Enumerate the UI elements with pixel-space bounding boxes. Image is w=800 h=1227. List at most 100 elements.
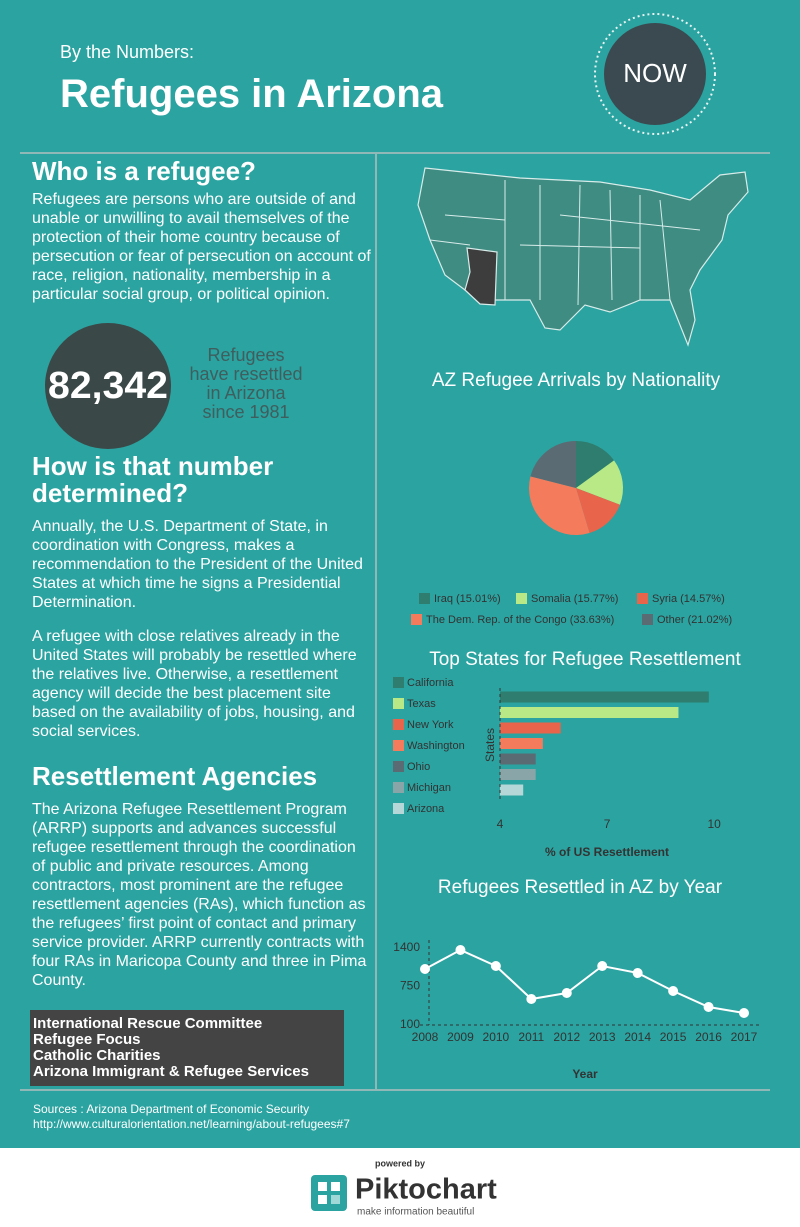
pie-slice xyxy=(530,441,576,488)
y-tick-label: 1400 xyxy=(393,940,420,954)
kicker: By the Numbers: xyxy=(60,42,195,62)
x-tick-label: 2014 xyxy=(624,1030,651,1044)
point xyxy=(739,1007,749,1018)
legend-swatch xyxy=(393,761,404,772)
paragraph: Refugees are persons who are outside of … xyxy=(32,191,371,303)
x-axis-label: % of US Resettlement xyxy=(545,845,669,859)
legend-label: Somalia (15.77%) xyxy=(531,593,618,605)
agency: Refugee Focus xyxy=(33,1031,141,1048)
paragraph: Annually, the U.S. Department of State, … xyxy=(32,518,363,611)
source: http://www.culturalorientation.net/learn… xyxy=(33,1117,350,1131)
x-tick-label: 10 xyxy=(707,817,721,831)
stat-circle xyxy=(45,323,171,449)
badge-ring xyxy=(594,13,716,135)
x-axis-label: Year xyxy=(572,1067,598,1081)
legend-label: California xyxy=(407,677,454,689)
powered-by: powered by xyxy=(375,1158,425,1168)
legend-swatch xyxy=(393,782,404,793)
x-tick-label: 2017 xyxy=(731,1030,758,1044)
legend-swatch xyxy=(393,677,404,688)
line xyxy=(424,948,745,1014)
point xyxy=(420,964,430,975)
legend-label: The Dem. Rep. of the Congo (33.63%) xyxy=(426,614,614,626)
legend-swatch xyxy=(516,593,527,604)
point xyxy=(597,961,608,972)
bar xyxy=(500,753,536,765)
bar xyxy=(500,738,543,749)
paragraph: The Arizona Refugee Resettlement Program… xyxy=(32,801,367,989)
x-tick-label: 2015 xyxy=(660,1030,687,1044)
chart-title: Refugees Resettled in AZ by Year xyxy=(438,877,723,898)
page-title: Refugees in Arizona xyxy=(60,72,444,116)
agency: International Rescue Committee xyxy=(33,1015,263,1032)
point xyxy=(668,986,679,997)
footer-bg xyxy=(0,1148,800,1227)
legend-label: Michigan xyxy=(407,782,451,794)
brand: Piktochart xyxy=(355,1174,497,1206)
arizona xyxy=(464,247,498,306)
x-tick-label: 2011 xyxy=(518,1030,544,1044)
legend-swatch xyxy=(393,803,404,814)
x-tick-label: 2016 xyxy=(695,1030,722,1044)
x-tick-label: 4 xyxy=(497,817,504,831)
legend-label: New York xyxy=(407,719,454,731)
agency: Arizona Immigrant & Refugee Services xyxy=(33,1063,309,1080)
section-heading: Resettlement Agencies xyxy=(32,761,318,791)
paragraph: A refugee with close relatives already i… xyxy=(32,628,357,740)
point xyxy=(561,988,572,999)
caption-line: in Arizona xyxy=(206,383,286,403)
us-map xyxy=(417,167,749,347)
point xyxy=(632,967,643,978)
tagline: make information beautiful xyxy=(357,1207,474,1218)
bar xyxy=(500,784,524,796)
pie-slice xyxy=(576,488,620,534)
legend-swatch xyxy=(642,614,653,625)
legend-label: Washington xyxy=(407,740,465,752)
legend-label: Texas xyxy=(407,698,436,710)
section-heading: Who is a refugee? xyxy=(32,156,256,186)
x-tick-label: 2012 xyxy=(553,1030,580,1044)
x-tick-label: 2013 xyxy=(589,1030,616,1044)
point xyxy=(703,1001,714,1012)
legend-swatch xyxy=(637,593,648,604)
point xyxy=(526,993,537,1004)
source: Sources : Arizona Department of Economic… xyxy=(33,1102,310,1116)
pie-slice xyxy=(576,460,623,505)
badge-text: NOW xyxy=(623,58,687,88)
stat-number: 82,342 xyxy=(48,365,168,407)
pie-slice xyxy=(529,476,590,535)
point xyxy=(455,945,466,956)
stat-caption: Refugees have resettled in Arizona since 19… xyxy=(176,346,316,422)
x-tick-label: 7 xyxy=(604,817,611,831)
x-tick-label: 2008 xyxy=(412,1030,439,1044)
caption-line: since 1981 xyxy=(202,402,290,422)
logo-icon xyxy=(311,1175,347,1211)
bar xyxy=(500,707,679,718)
caption-line: Refugees xyxy=(207,345,285,365)
point xyxy=(490,961,501,972)
x-tick-label: 2009 xyxy=(447,1030,474,1044)
legend-swatch xyxy=(393,719,404,730)
bar xyxy=(500,691,709,703)
caption-line: have resettled xyxy=(189,364,303,384)
y-tick-label: 100 xyxy=(400,1017,420,1031)
legend-swatch xyxy=(419,593,430,604)
legend-swatch xyxy=(411,614,422,625)
legend-label: Iraq (15.01%) xyxy=(434,593,501,605)
bar xyxy=(500,769,536,780)
section-heading: How is that number determined? xyxy=(32,451,274,508)
legend-label: Syria (14.57%) xyxy=(652,593,725,605)
pie-slice xyxy=(576,441,615,488)
agency: Catholic Charities xyxy=(33,1047,161,1064)
legend-swatch xyxy=(393,698,404,709)
background xyxy=(0,0,800,1148)
agency-list: International Rescue Committee Refugee Fo… xyxy=(30,1010,344,1086)
chart-title: AZ Refugee Arrivals by Nationality xyxy=(432,370,721,391)
badge xyxy=(604,23,706,125)
x-tick-label: 2010 xyxy=(483,1030,510,1044)
sources: Sources : Arizona Department of Economic… xyxy=(33,1102,350,1132)
bar xyxy=(500,722,561,734)
y-tick-label: 750 xyxy=(400,979,420,993)
